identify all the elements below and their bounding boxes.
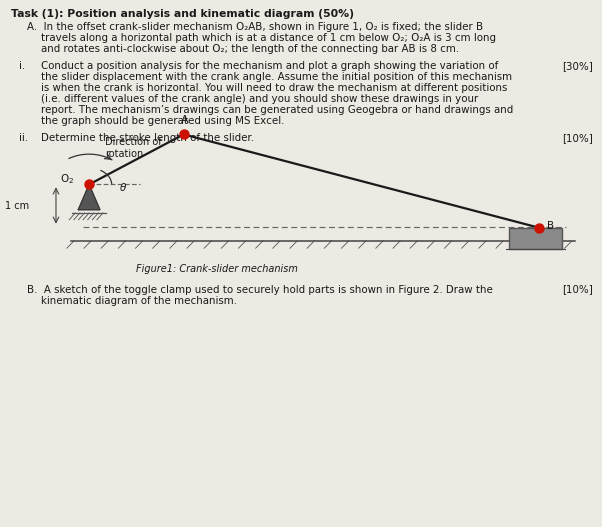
Text: 1 cm: 1 cm [5, 201, 29, 210]
Text: the graph should be generated using MS Excel.: the graph should be generated using MS E… [41, 116, 284, 126]
Text: (i.e. different values of the crank angle) and you should show these drawings in: (i.e. different values of the crank angl… [41, 94, 478, 104]
Text: the slider displacement with the crank angle. Assume the initial position of thi: the slider displacement with the crank a… [41, 72, 512, 82]
Text: and rotates anti-clockwise about O₂; the length of the connecting bar AB is 8 cm: and rotates anti-clockwise about O₂; the… [41, 44, 459, 54]
Text: [30%]: [30%] [562, 61, 593, 71]
Polygon shape [78, 184, 100, 210]
Text: Figure1: Crank-slider mechanism: Figure1: Crank-slider mechanism [136, 264, 297, 274]
Text: travels along a horizontal path which is at a distance of 1 cm below O₂; O₂A is : travels along a horizontal path which is… [41, 33, 496, 43]
Text: Conduct a position analysis for the mechanism and plot a graph showing the varia: Conduct a position analysis for the mech… [41, 61, 498, 71]
Text: Direction of
rotation: Direction of rotation [105, 137, 162, 160]
Text: B: B [547, 221, 554, 230]
Text: B.  A sketch of the toggle clamp used to securely hold parts is shown in Figure : B. A sketch of the toggle clamp used to … [27, 285, 493, 295]
Text: A: A [181, 115, 188, 125]
Text: kinematic diagram of the mechanism.: kinematic diagram of the mechanism. [41, 296, 237, 306]
Text: O$_2$: O$_2$ [60, 172, 74, 186]
Text: [10%]: [10%] [562, 133, 593, 143]
Text: $\theta$: $\theta$ [119, 181, 128, 193]
Text: A.  In the offset crank-slider mechanism O₂AB, shown in Figure 1, O₂ is fixed; t: A. In the offset crank-slider mechanism … [27, 22, 483, 32]
FancyBboxPatch shape [509, 228, 562, 249]
Text: Task (1): Position analysis and kinematic diagram (50%): Task (1): Position analysis and kinemati… [11, 9, 354, 19]
Text: [10%]: [10%] [562, 285, 593, 295]
Text: i.: i. [19, 61, 25, 71]
Text: is when the crank is horizontal. You will need to draw the mechanism at differen: is when the crank is horizontal. You wil… [41, 83, 507, 93]
Text: report. The mechanism’s drawings can be generated using Geogebra or hand drawing: report. The mechanism’s drawings can be … [41, 105, 513, 115]
Text: Determine the stroke length of the slider.: Determine the stroke length of the slide… [41, 133, 254, 143]
Text: ii.: ii. [19, 133, 28, 143]
